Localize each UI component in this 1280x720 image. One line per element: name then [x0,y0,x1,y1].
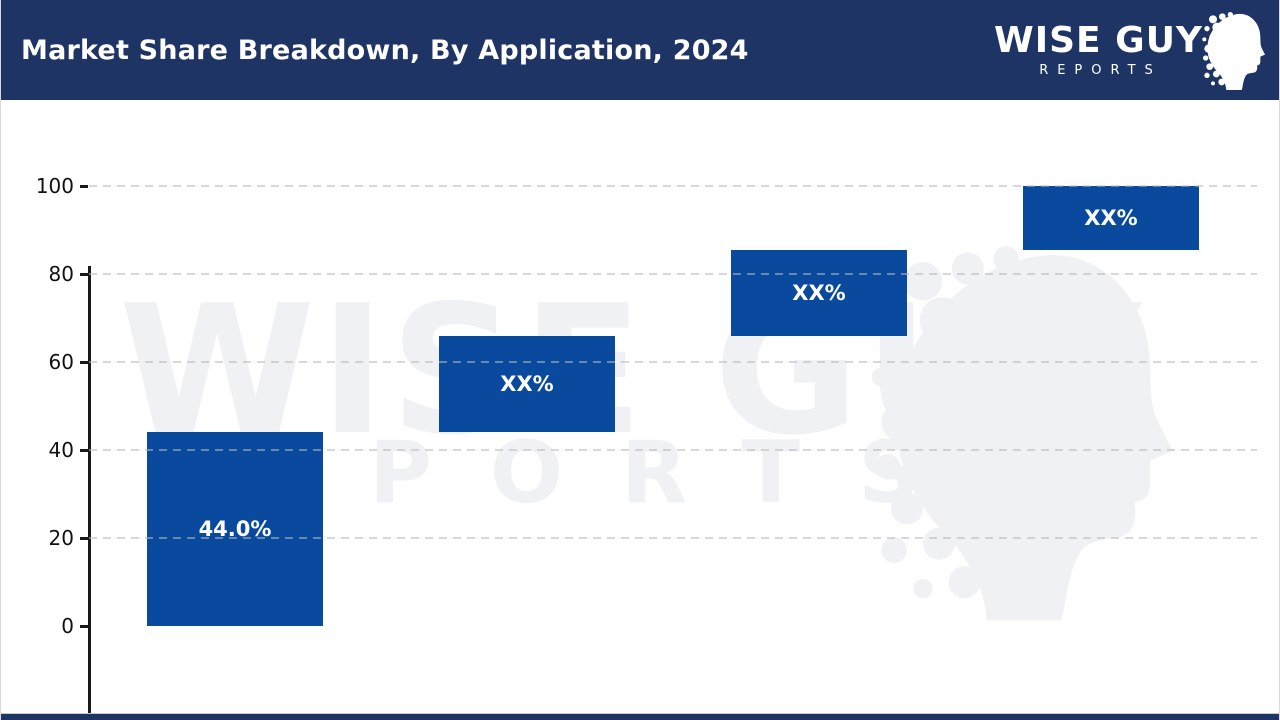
gridline-y-40 [89,449,1257,451]
bar-cosmetic-industry: XX% [439,335,615,433]
y-tick-mark [80,537,88,540]
y-tick-label-40: 40 [48,438,74,462]
footer-divider [1,713,1279,714]
y-tick-label-0: 0 [61,614,74,638]
wiseguy-head-icon [1199,10,1267,90]
y-axis-line [88,266,91,720]
y-tick-label-100: 100 [35,174,74,198]
y-tick-mark [80,449,88,452]
y-tick-mark [80,273,88,276]
page-title: Market Share Breakdown, By Application, … [21,34,749,66]
y-tick-mark [80,361,88,364]
bar-value-label: XX% [792,280,846,305]
header-bar: Market Share Breakdown, By Application, … [1,0,1279,100]
logo-wordmark: WISE GUY [993,20,1203,61]
bar-value-label: XX% [1084,205,1138,230]
bar-food-industry: 44.0% [147,432,323,626]
wiseguy-logo-text: WISE GUY REPORTS [993,20,1203,78]
bar-value-label: XX% [500,371,554,396]
gridline-y-20 [89,537,1257,539]
y-tick-label-60: 60 [48,350,74,374]
logo-subtitle: REPORTS [1039,63,1162,78]
gridline-y-80 [89,273,1257,275]
gridline-y-60 [89,361,1257,363]
y-tick-mark [80,185,88,188]
footer-bar [1,714,1279,720]
bar-pharmaceutical-industry: XX% [1023,186,1199,250]
y-tick-label-20: 20 [48,526,74,550]
gridline-y-100 [89,185,1257,187]
watermark-text-secondary: PORTS [369,423,979,523]
y-tick-label-80: 80 [48,262,74,286]
bar-textile-industry: XX% [731,249,907,336]
wiseguy-logo: WISE GUY REPORTS [994,10,1267,90]
y-tick-mark [80,625,88,628]
